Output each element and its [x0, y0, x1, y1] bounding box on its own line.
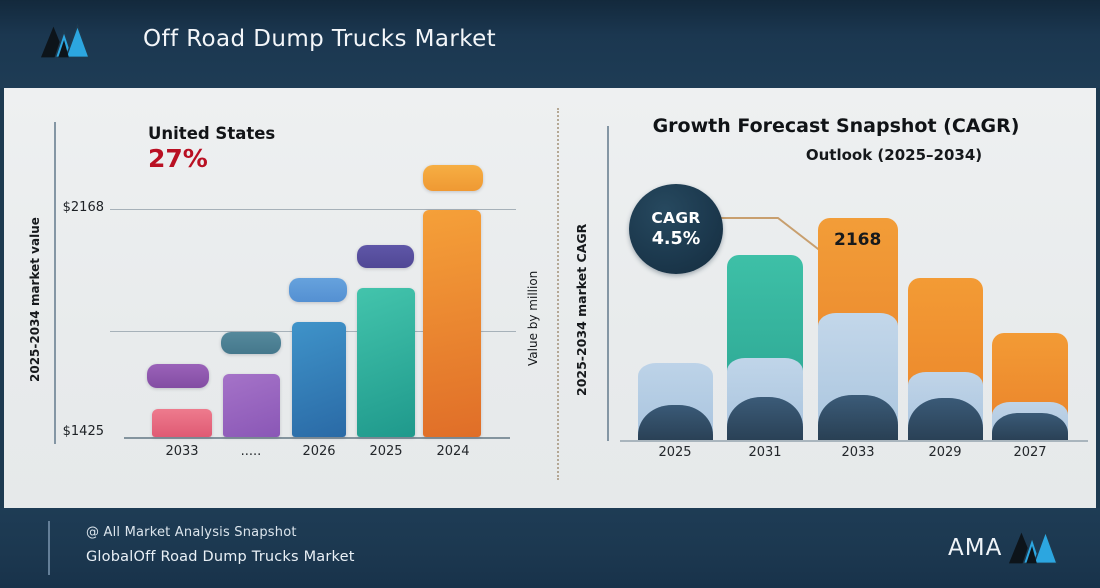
left-x-label-2033: 2033: [165, 444, 199, 459]
right-chart-y-axis: [607, 126, 609, 441]
left-bar-cap-2026: [289, 278, 347, 302]
y-tick-2168: $2168: [62, 200, 104, 215]
right-x-label-2027: 2027: [1013, 445, 1047, 460]
right-bar-2029-base: [908, 398, 983, 440]
left-bar-2033: [152, 409, 212, 437]
left-bar-2025: [357, 288, 415, 437]
left-chart-right-axis-label: Value by million: [526, 270, 540, 366]
left-chart-y-axis-label: 2025-2034 market value: [28, 217, 42, 383]
footer: @ All Market Analysis Snapshot GlobalOff…: [0, 508, 1100, 588]
left-x-label-2024: 2024: [436, 444, 470, 459]
right-x-label-2029: 2029: [928, 445, 962, 460]
footer-brand-text: AMA: [948, 535, 1003, 561]
left-bar-2026: [292, 322, 346, 437]
right-chart-title: Growth Forecast Snapshot (CAGR): [652, 115, 1020, 137]
ama-logo-icon: [1008, 529, 1058, 565]
left-chart-region-label: United States: [148, 124, 276, 143]
left-bar-cap-2024: [423, 165, 483, 191]
header: Off Road Dump Trucks Market: [0, 0, 1100, 88]
cagr-badge-label: CAGR: [651, 209, 701, 227]
right-x-label-2031: 2031: [748, 445, 782, 460]
footer-note-1: @ All Market Analysis Snapshot: [86, 525, 297, 540]
right-bar-2027-base: [992, 413, 1068, 440]
footer-divider-line: [48, 521, 50, 575]
left-bar-cap-2025: [357, 245, 414, 268]
right-x-label-2033: 2033: [841, 445, 875, 460]
page-title: Off Road Dump Trucks Market: [143, 26, 497, 52]
left-bar-2024: [423, 210, 481, 437]
y-tick-1425: $1425: [62, 424, 104, 439]
left-x-label-dots: .....: [240, 444, 262, 459]
left-x-label-2025: 2025: [369, 444, 403, 459]
charts-panel: 2025-2034 market value United States 27%…: [4, 88, 1096, 508]
right-chart-y-axis-label: 2025-2034 market CAGR: [574, 223, 589, 397]
panel-divider: [557, 108, 559, 480]
right-chart-baseline: [620, 440, 1088, 442]
right-bar-2033-value-label: 2168: [834, 230, 882, 250]
ama-logo-icon: [40, 23, 90, 59]
left-bar-cap-dots: [221, 332, 281, 354]
left-bar-dots: [223, 374, 280, 437]
left-chart-baseline: [124, 437, 510, 439]
right-bar-2025-base: [638, 405, 713, 440]
left-chart-y-axis: [54, 122, 56, 444]
right-bar-2031-base: [727, 397, 803, 440]
right-chart-subtitle: Outlook (2025–2034): [805, 146, 983, 164]
cagr-badge-value: 4.5%: [651, 229, 701, 249]
footer-note-2: GlobalOff Road Dump Trucks Market: [86, 549, 355, 565]
left-chart-highlight-percent: 27%: [148, 144, 208, 173]
right-x-label-2025: 2025: [658, 445, 692, 460]
left-x-label-2026: 2026: [302, 444, 336, 459]
left-bar-cap-2033: [147, 364, 209, 388]
gridline-2168: [110, 209, 516, 210]
right-bar-2033-base: [818, 395, 898, 440]
cagr-badge: CAGR 4.5%: [629, 184, 723, 274]
